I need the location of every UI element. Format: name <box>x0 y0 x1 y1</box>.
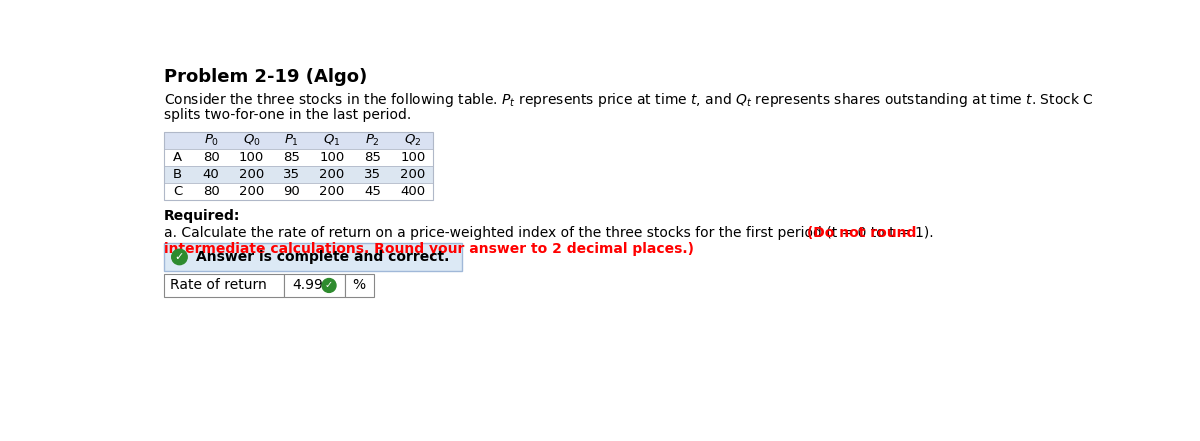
Text: 4.99: 4.99 <box>292 278 323 292</box>
Text: 200: 200 <box>319 168 344 181</box>
Text: $Q_2$: $Q_2$ <box>404 133 421 148</box>
Text: 400: 400 <box>400 185 425 198</box>
Text: 35: 35 <box>364 168 380 181</box>
Circle shape <box>322 279 336 292</box>
Text: 80: 80 <box>203 185 220 198</box>
Text: Required:: Required: <box>164 209 240 223</box>
Text: 200: 200 <box>239 168 264 181</box>
FancyBboxPatch shape <box>164 274 284 297</box>
Text: ✓: ✓ <box>175 252 184 262</box>
Text: 45: 45 <box>364 185 380 198</box>
Text: A: A <box>173 151 182 164</box>
Text: 85: 85 <box>364 151 380 164</box>
Text: $Q_1$: $Q_1$ <box>324 133 341 148</box>
Text: 200: 200 <box>400 168 425 181</box>
Circle shape <box>172 249 187 265</box>
Text: Answer is complete and correct.: Answer is complete and correct. <box>197 250 450 264</box>
Text: B: B <box>173 168 182 181</box>
Text: a. Calculate the rate of return on a price-weighted index of the three stocks fo: a. Calculate the rate of return on a pri… <box>164 226 934 240</box>
FancyBboxPatch shape <box>284 274 344 297</box>
Text: C: C <box>173 185 182 198</box>
Text: 40: 40 <box>203 168 220 181</box>
Text: 200: 200 <box>239 185 264 198</box>
Text: 90: 90 <box>283 185 300 198</box>
Text: 100: 100 <box>400 151 425 164</box>
Text: (Do not round: (Do not round <box>803 226 917 240</box>
FancyBboxPatch shape <box>164 166 433 183</box>
FancyBboxPatch shape <box>164 132 433 149</box>
FancyBboxPatch shape <box>164 149 433 166</box>
FancyBboxPatch shape <box>344 274 374 297</box>
Text: $P_0$: $P_0$ <box>204 133 218 148</box>
Text: %: % <box>353 278 365 292</box>
Text: 100: 100 <box>239 151 264 164</box>
Text: $P_2$: $P_2$ <box>365 133 380 148</box>
Text: ✓: ✓ <box>325 280 334 291</box>
Text: $Q_0$: $Q_0$ <box>242 133 260 148</box>
Text: splits two-for-one in the last period.: splits two-for-one in the last period. <box>164 108 412 122</box>
Text: Consider the three stocks in the following table. $P_t$ represents price at time: Consider the three stocks in the followi… <box>164 91 1093 108</box>
FancyBboxPatch shape <box>164 243 462 271</box>
Text: 100: 100 <box>319 151 344 164</box>
Text: 200: 200 <box>319 185 344 198</box>
Text: Rate of return: Rate of return <box>170 278 266 292</box>
Text: 85: 85 <box>283 151 300 164</box>
Text: intermediate calculations. Round your answer to 2 decimal places.): intermediate calculations. Round your an… <box>164 243 694 256</box>
Text: 35: 35 <box>283 168 300 181</box>
Text: 80: 80 <box>203 151 220 164</box>
FancyBboxPatch shape <box>164 183 433 200</box>
Text: Problem 2-19 (Algo): Problem 2-19 (Algo) <box>164 67 367 86</box>
Text: $P_1$: $P_1$ <box>284 133 299 148</box>
